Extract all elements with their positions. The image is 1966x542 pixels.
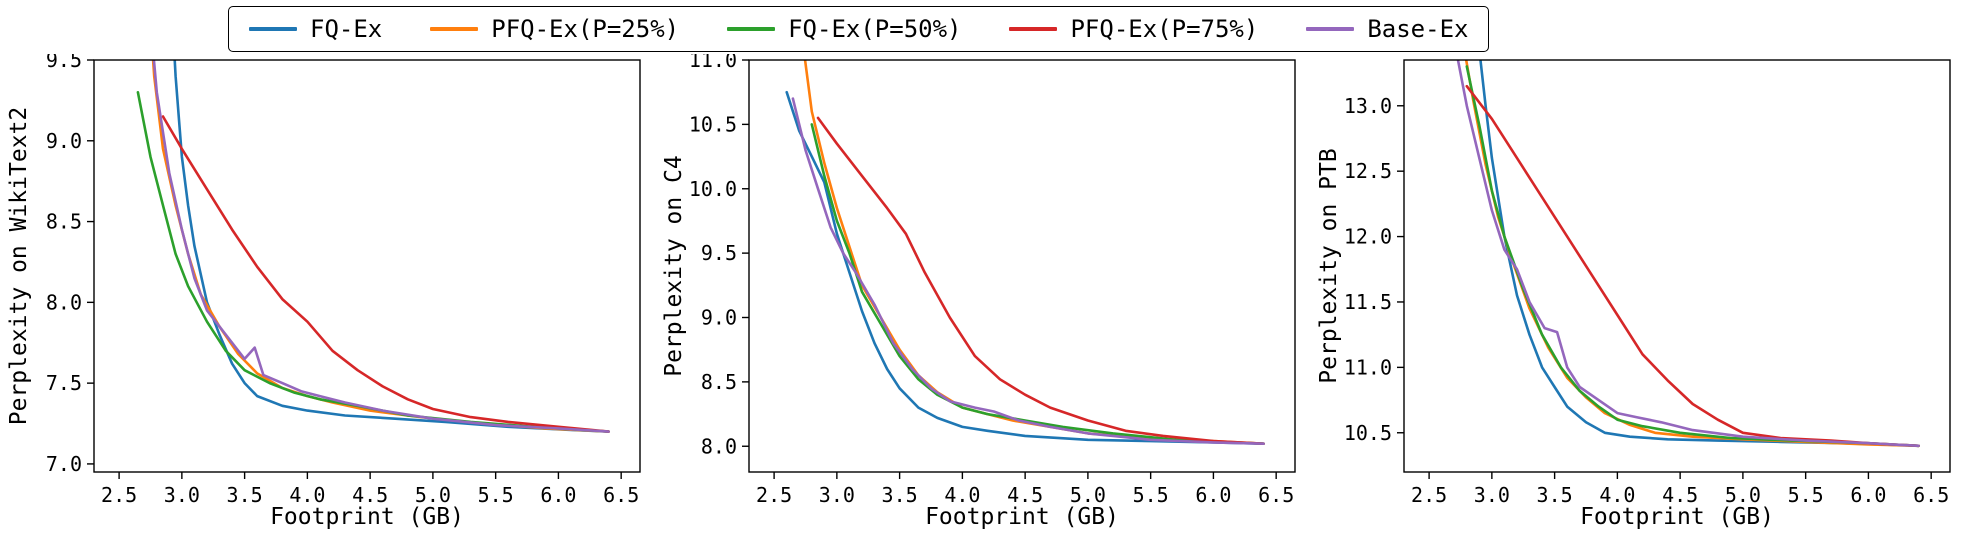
y-axis-label: Perplexity on C4: [661, 155, 687, 377]
series-line-base-ex: [152, 60, 610, 433]
legend-item-pfq-ex-p-75: PFQ-Ex(P=75%): [1009, 15, 1258, 43]
y-tick-label: 9.5: [46, 54, 82, 72]
chart-perplexity-on-c4: 2.5 3.0 3.5 4.0 4.5 5.0 5.5 6.0 6.5 8.0 8.5 9.0 9.5 1…: [661, 54, 1296, 530]
x-tick-label: 4.5: [1662, 483, 1698, 507]
x-tick-label: 5.5: [1133, 483, 1169, 507]
y-tick-label: 11.0: [1344, 355, 1392, 379]
x-tick-label: 4.0: [1599, 483, 1635, 507]
plot-frame: [93, 59, 641, 473]
y-tick-label: 8.5: [701, 370, 737, 394]
series-line-pfq-ex-p-25: [1464, 60, 1920, 448]
series-line-fq-ex: [173, 60, 610, 433]
x-tick-label: 2.5: [1411, 483, 1447, 507]
x-axis-label: Footprint (GB): [925, 504, 1119, 530]
chart-perplexity-on-ptb: 2.5 3.0 3.5 4.0 4.5 5.0 5.5 6.0 6.5 10.5 11.0 11.5 1…: [1316, 59, 1951, 530]
x-tick-label: 3.5: [227, 483, 263, 507]
legend-item-label: FQ-Ex: [310, 15, 383, 43]
x-tick-label: 3.0: [1474, 483, 1510, 507]
legend-line-swatch: [727, 27, 776, 31]
legend-line-swatch: [249, 27, 297, 31]
y-axis-label: Perplexity on PTB: [1316, 148, 1342, 383]
x-tick-label: 5.0: [1725, 483, 1761, 507]
y-tick-label: 9.0: [46, 129, 82, 153]
plot-frame: [1403, 59, 1951, 473]
x-tick-label: 3.0: [164, 483, 200, 507]
charts-row: 2.5 3.0 3.5 4.0 4.5 5.0 5.5 6.0 6.5 7.0 7.5 8.0 8.5 9…: [0, 54, 1965, 536]
series-line-fq-ex: [1479, 60, 1920, 448]
legend: FQ-Ex PFQ-Ex(P=25%) FQ-Ex(P=50%) PFQ-Ex(P=7…: [228, 6, 1490, 52]
y-tick-label: 8.0: [701, 434, 737, 458]
series-line-pfq-ex-p-25: [803, 60, 1265, 446]
x-tick-label: 5.5: [478, 483, 514, 507]
legend-item-label: FQ-Ex(P=50%): [788, 15, 962, 43]
legend-item-label: PFQ-Ex(P=75%): [1070, 15, 1259, 43]
series-line-pfq-ex-p-25: [151, 60, 610, 433]
chart-perplexity-on-wikitext2: 2.5 3.0 3.5 4.0 4.5 5.0 5.5 6.0 6.5 7.0 7.5 8.0 8.5 9…: [6, 54, 641, 530]
legend-item-label: Base-Ex: [1367, 15, 1469, 43]
legend-item-fq-ex-p-50: FQ-Ex(P=50%): [727, 15, 961, 43]
y-tick-label: 8.5: [46, 210, 82, 234]
x-tick-label: 6.0: [1850, 483, 1886, 507]
series-line-pfq-ex-p-75: [816, 116, 1265, 446]
y-tick-label: 7.0: [46, 452, 82, 476]
y-tick-label: 11.5: [1344, 290, 1392, 314]
series-line-base-ex: [1456, 60, 1920, 448]
y-tick-label: 10.0: [689, 177, 737, 201]
legend-item-base-ex: Base-Ex: [1306, 15, 1468, 43]
legend-line-swatch: [1009, 27, 1058, 31]
x-tick-label: 5.0: [415, 483, 451, 507]
series-line-pfq-ex-p-75: [161, 115, 610, 433]
x-tick-label: 6.0: [540, 483, 576, 507]
y-tick-label: 10.5: [1344, 421, 1392, 445]
x-tick-label: 4.5: [1007, 483, 1043, 507]
legend-line-swatch: [1306, 27, 1355, 31]
y-tick-label: 8.0: [46, 290, 82, 314]
series-line-fq-ex-p-50: [810, 123, 1265, 446]
y-tick-label: 13.0: [1344, 94, 1392, 118]
x-axis-label: Footprint (GB): [270, 504, 464, 530]
legend-item-fq-ex: FQ-Ex: [249, 15, 382, 43]
x-tick-label: 3.5: [882, 483, 918, 507]
x-tick-label: 5.0: [1070, 483, 1106, 507]
x-axis-label: Footprint (GB): [1580, 504, 1774, 530]
legend-item-pfq-ex-p-25: PFQ-Ex(P=25%): [430, 15, 679, 43]
y-tick-label: 9.5: [701, 241, 737, 265]
y-axis-label: Perplexity on WikiText2: [6, 107, 32, 426]
y-tick-label: 9.0: [701, 306, 737, 330]
y-tick-label: 12.5: [1344, 159, 1392, 183]
x-tick-label: 6.5: [1913, 483, 1949, 507]
x-tick-label: 6.5: [1258, 483, 1294, 507]
y-tick-label: 7.5: [46, 371, 82, 395]
series-line-fq-ex-p-50: [1465, 65, 1920, 448]
x-tick-label: 4.5: [352, 483, 388, 507]
legend-box: FQ-Ex PFQ-Ex(P=25%) FQ-Ex(P=50%) PFQ-Ex(P=7…: [228, 6, 1490, 52]
legend-item-label: PFQ-Ex(P=25%): [491, 15, 680, 43]
y-tick-label: 10.5: [689, 112, 737, 136]
x-tick-label: 3.0: [819, 483, 855, 507]
series-line-fq-ex: [785, 90, 1265, 446]
legend-line-swatch: [430, 27, 479, 31]
x-tick-label: 2.5: [756, 483, 792, 507]
x-tick-label: 6.5: [603, 483, 639, 507]
series-line-pfq-ex-p-75: [1465, 84, 1920, 448]
x-tick-label: 3.5: [1537, 483, 1573, 507]
x-tick-label: 5.5: [1788, 483, 1824, 507]
y-tick-label: 12.0: [1344, 225, 1392, 249]
x-tick-label: 2.5: [101, 483, 137, 507]
plot-frame: [748, 59, 1296, 473]
x-tick-label: 4.0: [944, 483, 980, 507]
y-tick-label: 11.0: [689, 54, 737, 72]
series-line-base-ex: [791, 97, 1265, 446]
x-tick-label: 4.0: [289, 483, 325, 507]
x-tick-label: 6.0: [1195, 483, 1231, 507]
